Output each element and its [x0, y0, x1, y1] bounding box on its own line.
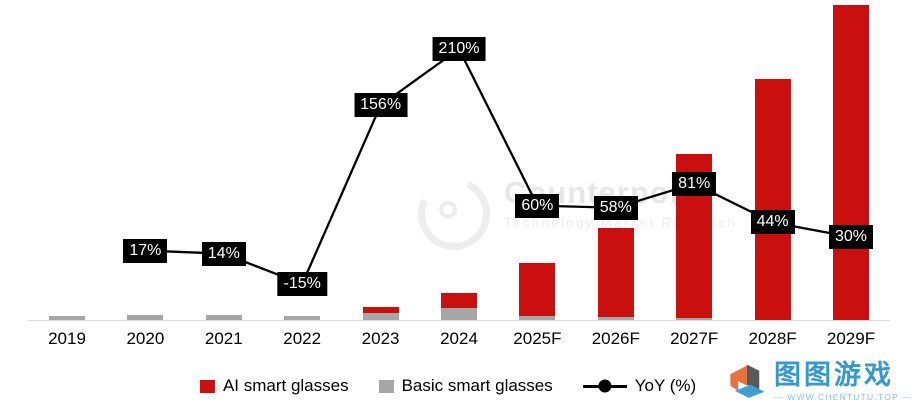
yoy-label-2023: 156% — [354, 93, 408, 118]
yoy-line-dot-swatch — [582, 379, 627, 393]
bar-2021-basic-smart-glasses — [205, 315, 242, 320]
x-tick-2021: 2021 — [204, 329, 243, 348]
bar-2029F-ai-smart-glasses — [833, 5, 869, 320]
yoy-label-2024: 210% — [432, 36, 486, 61]
x-tick-2026F: 2026F — [591, 329, 640, 348]
yoy-label-2020: 17% — [123, 238, 168, 263]
x-axis-line — [28, 320, 890, 321]
tutu-cube-icon — [730, 364, 765, 398]
x-tick-2023: 2023 — [361, 329, 400, 348]
tutu-games-site: — WWW.CHENTUTU.TOP — — [774, 392, 912, 402]
tutu-games-text: 图图游戏 — WWW.CHENTUTU.TOP — — [774, 360, 912, 402]
bar-2025F-ai-smart-glasses — [519, 263, 556, 316]
legend-item-ai-smart-glasses: AI smart glasses — [199, 376, 349, 396]
x-tick-2025F: 2025F — [513, 329, 562, 348]
bar-2019-basic-smart-glasses — [49, 316, 85, 320]
bar-2023-ai-smart-glasses — [362, 307, 399, 313]
bar-2023-basic-smart-glasses — [362, 313, 399, 320]
x-tick-2028F: 2028F — [748, 329, 797, 348]
ai-smart-glasses-swatch — [199, 379, 215, 393]
legend-label-ai-smart-glasses: AI smart glasses — [222, 376, 349, 395]
x-tick-2019: 2019 — [48, 329, 86, 348]
yoy-label-2029F: 30% — [828, 224, 874, 249]
tutu-games-name: 图图游戏 — [774, 360, 895, 390]
yoy-label-2025F: 60% — [515, 193, 560, 218]
bar-2020-basic-smart-glasses — [127, 315, 164, 320]
bar-2024-ai-smart-glasses — [441, 293, 477, 308]
yoy-polyline — [145, 47, 852, 286]
x-tick-2027F: 2027F — [670, 329, 719, 348]
bar-2026F-ai-smart-glasses — [597, 228, 634, 317]
legend: AI smart glasses Basic smart glasses YoY… — [199, 376, 697, 396]
legend-label-yoy: YoY (%) — [634, 376, 697, 395]
yoy-label-2028F: 44% — [750, 210, 795, 235]
tutu-games-logo: 图图游戏 — WWW.CHENTUTU.TOP — — [726, 360, 912, 406]
bar-2022-basic-smart-glasses — [284, 316, 321, 320]
yoy-label-2021: 14% — [201, 241, 246, 266]
bar-2028F-ai-smart-glasses — [754, 79, 791, 320]
bar-2027F-basic-smart-glasses — [676, 318, 713, 320]
yoy-label-2026F: 58% — [593, 195, 638, 220]
bar-2026F-basic-smart-glasses — [597, 317, 634, 320]
legend-item-yoy: YoY (%) — [582, 376, 697, 396]
x-tick-2022: 2022 — [283, 329, 322, 348]
legend-item-basic-smart-glasses: Basic smart glasses — [378, 376, 553, 396]
yoy-label-2027F: 81% — [672, 171, 717, 196]
x-tick-2024: 2024 — [440, 329, 478, 348]
legend-label-basic-smart-glasses: Basic smart glasses — [401, 376, 553, 395]
x-tick-2020: 2020 — [126, 329, 165, 348]
bar-2024-basic-smart-glasses — [441, 308, 477, 320]
bar-2025F-basic-smart-glasses — [519, 316, 556, 320]
basic-smart-glasses-swatch — [378, 379, 394, 393]
yoy-label-2022: -15% — [277, 271, 327, 296]
x-tick-2029F: 2029F — [826, 329, 876, 348]
